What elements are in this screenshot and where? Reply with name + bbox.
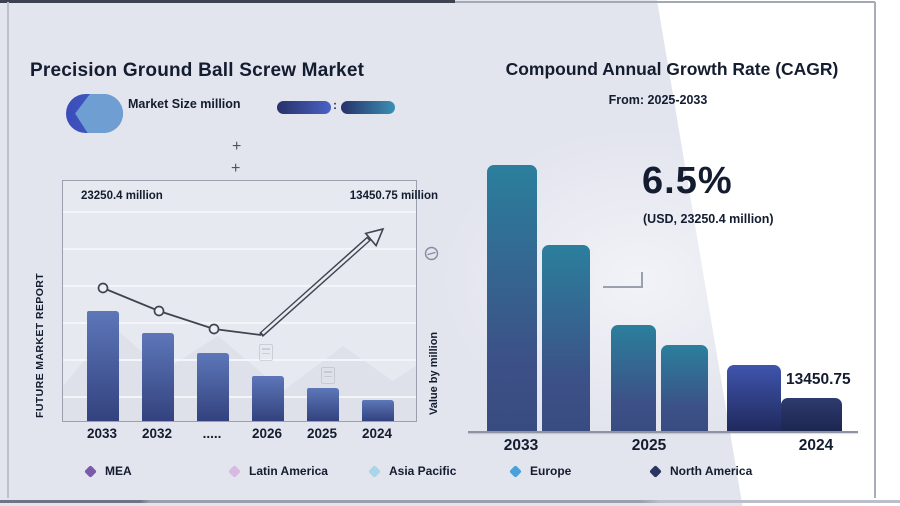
- bracket-decoration: [603, 286, 643, 288]
- x-axis-label: 2033: [503, 437, 539, 454]
- legend-diamond-icon: [84, 464, 97, 478]
- frame-left-line: [7, 2, 9, 498]
- gridline: [63, 359, 416, 361]
- cagr-subtitle: From: 2025-2033: [608, 93, 708, 107]
- market-size-icon: [66, 94, 123, 133]
- left-chart-panel: 23250.4 million 13450.75 million: [62, 180, 438, 422]
- x-axis-label: .....: [202, 426, 222, 441]
- left-chart-plot-area: [63, 181, 416, 421]
- legend-item: MEA: [84, 464, 132, 478]
- frame-right-line: [874, 2, 876, 498]
- gridline: [63, 285, 416, 287]
- ratio-pill-left: [277, 101, 331, 114]
- x-axis-label: 2024: [798, 437, 834, 454]
- ratio-separator: :: [333, 98, 337, 112]
- x-axis-label: 2033: [86, 426, 118, 441]
- bracket-decoration: [641, 272, 643, 287]
- bar-2026: [252, 375, 284, 421]
- legend-diamond-icon: [509, 464, 522, 478]
- legend-diamond-icon: [649, 464, 662, 478]
- value-axis-label: Value by million: [428, 331, 440, 415]
- bar-2024-b: [781, 398, 842, 432]
- gridline: [63, 396, 416, 398]
- legend-diamond-icon: [368, 464, 381, 478]
- minus-circle-icon: [424, 246, 439, 266]
- document-icon: [259, 344, 273, 361]
- annotation-right: 13450.75 million: [349, 190, 438, 202]
- x-axis-label: 2032: [141, 426, 173, 441]
- legend-label: Latin America: [249, 464, 328, 478]
- bar-2024-a: [727, 365, 781, 432]
- x-axis-label: 2025: [306, 426, 338, 441]
- value-callout: 13450.75: [786, 371, 851, 388]
- right-chart-bars: [470, 165, 860, 432]
- legend-item: Latin America: [228, 464, 328, 478]
- x-axis-label: 2025: [631, 437, 667, 454]
- legend-diamond-icon: [228, 464, 241, 478]
- legend: MEA Latin America Asia Pacific Europe North …: [0, 464, 900, 490]
- cagr-value: 6.5%: [642, 160, 733, 202]
- bar-2033: [87, 311, 119, 421]
- market-size-icon-facet: [75, 94, 123, 133]
- right-chart-x-labels: 2033 2025 2024: [470, 437, 870, 459]
- legend-label: North America: [670, 464, 753, 478]
- gridline: [63, 211, 416, 213]
- frame-bottom-line: [0, 499, 900, 503]
- bar-2025: [307, 388, 339, 421]
- side-watermark-label: FUTURE MARKET REPORT: [34, 272, 46, 418]
- annotation-left: 23250.4 million: [81, 190, 163, 202]
- x-axis-label: 2026: [251, 426, 283, 441]
- cagr-title: Compound Annual Growth Rate (CAGR): [505, 59, 839, 79]
- right-chart-axis-line: [468, 431, 858, 433]
- bar-2024: [362, 400, 394, 421]
- bar-2033-a: [487, 165, 537, 432]
- frame-top-line-light: [455, 1, 875, 3]
- legend-label: Asia Pacific: [389, 464, 457, 478]
- x-axis-label: 2024: [361, 426, 393, 441]
- page-title: Precision Ground Ball Screw Market: [30, 60, 365, 81]
- cagr-note: (USD, 23250.4 million): [643, 212, 774, 226]
- gridline: [63, 248, 416, 250]
- legend-item: Europe: [509, 464, 572, 478]
- plus-icon: +: [232, 138, 242, 155]
- bar-2032: [142, 333, 174, 421]
- bar-.....: [197, 352, 229, 421]
- frame-top-line: [0, 0, 455, 3]
- bar-2033-b: [542, 245, 590, 432]
- legend-label: Europe: [530, 464, 572, 478]
- gridline: [63, 322, 416, 324]
- bar-2025-a: [611, 325, 656, 432]
- market-size-label: Market Size million: [128, 97, 241, 111]
- legend-item: North America: [649, 464, 753, 478]
- document-icon: [321, 367, 335, 384]
- ratio-pill-right: [341, 101, 395, 114]
- legend-item: Asia Pacific: [368, 464, 457, 478]
- left-chart-x-labels: 2033 2032..... 2026 2025 2024: [62, 426, 415, 446]
- plus-icon: +: [231, 160, 241, 177]
- bar-2025-b: [661, 344, 708, 432]
- trend-line-and-arrow: [97, 227, 385, 338]
- legend-label: MEA: [105, 464, 132, 478]
